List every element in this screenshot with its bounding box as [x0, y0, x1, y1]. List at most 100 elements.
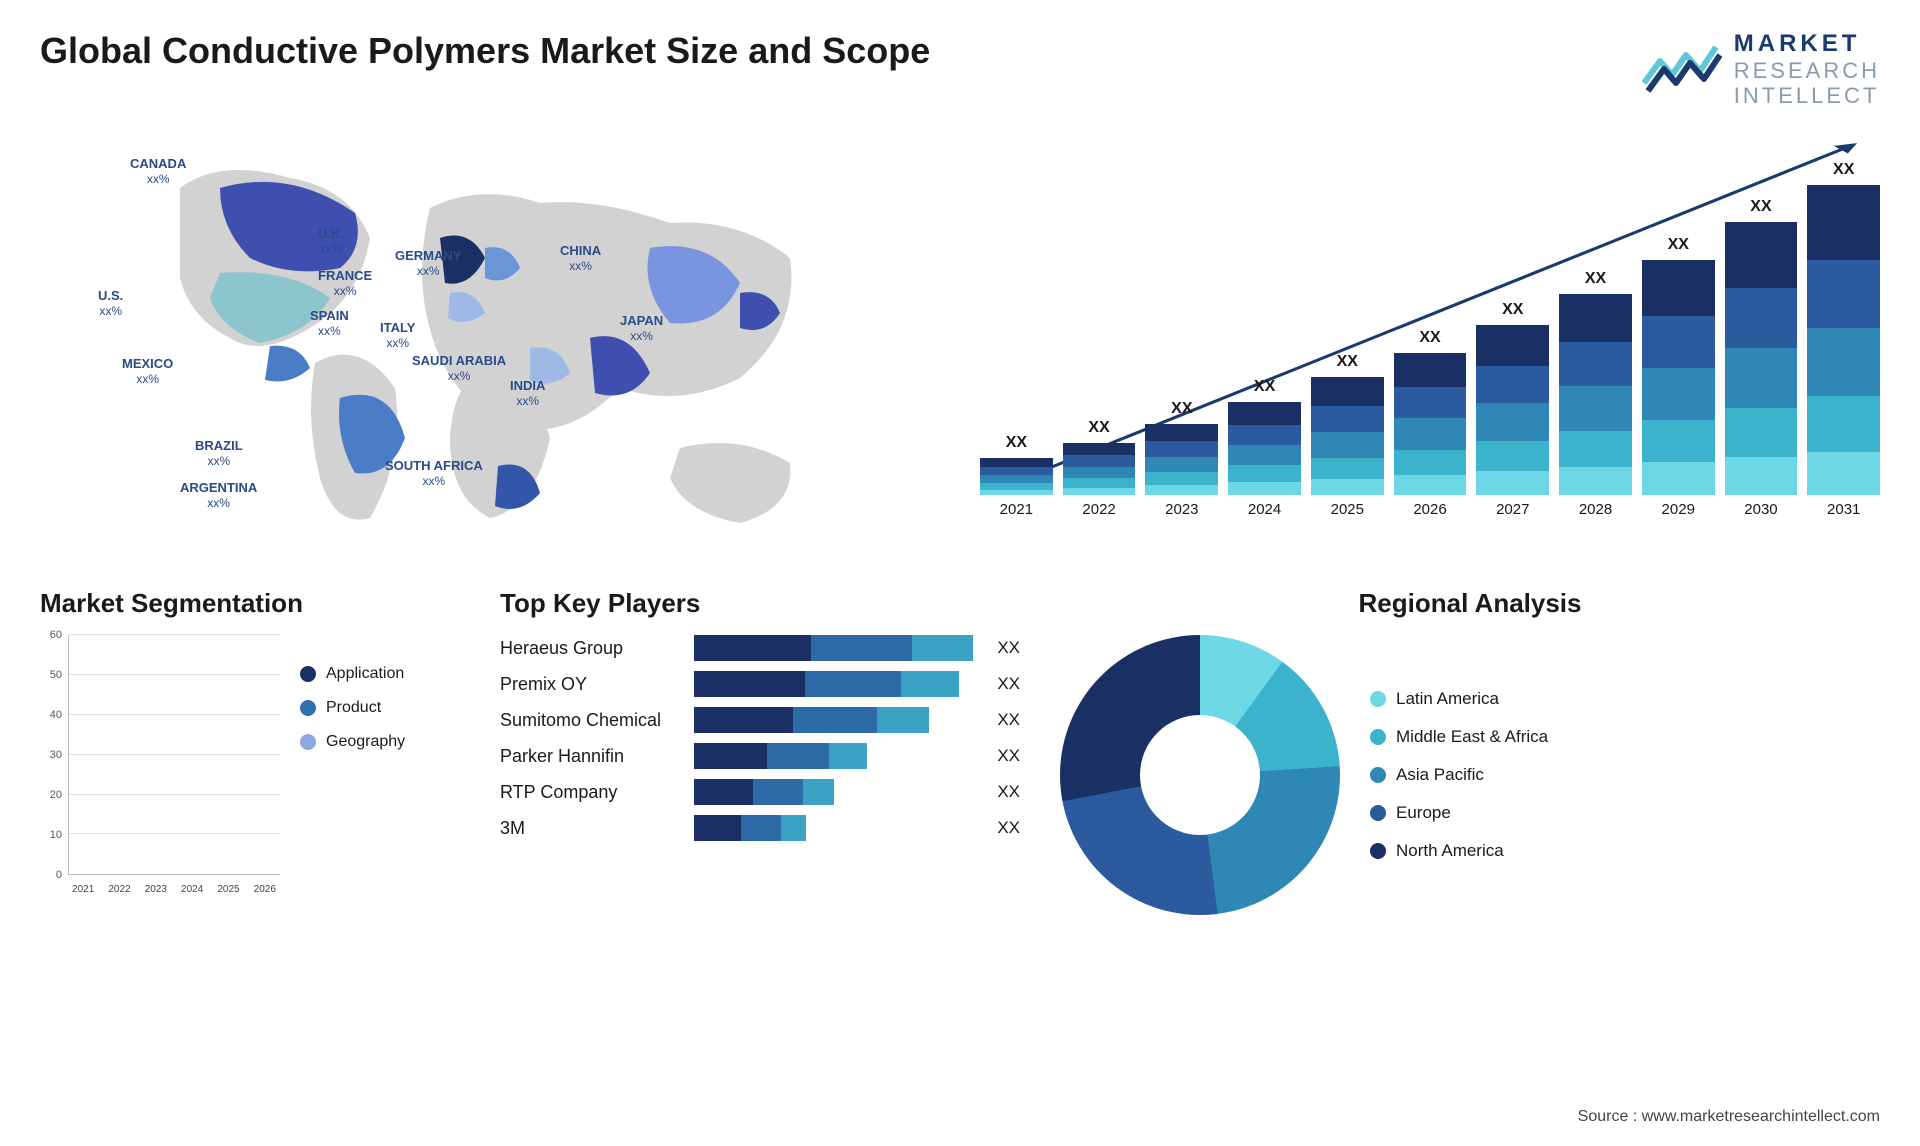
legend-dot: [300, 700, 316, 716]
forecast-seg: [1807, 396, 1880, 452]
player-value: XX: [997, 818, 1020, 838]
legend-label: Application: [326, 665, 404, 683]
map-label-saudi-arabia: SAUDI ARABIAxx%: [412, 353, 506, 383]
forecast-year-label: 2022: [1082, 501, 1115, 518]
forecast-seg: [1559, 467, 1632, 495]
forecast-seg: [1642, 260, 1715, 317]
player-bar: [694, 779, 834, 805]
player-bar: [694, 815, 806, 841]
forecast-seg: [1145, 457, 1218, 473]
regional-legend-item: Europe: [1370, 803, 1548, 823]
forecast-seg: [1228, 425, 1301, 445]
seg-ytick: 10: [50, 829, 62, 841]
forecast-year-label: 2027: [1496, 501, 1529, 518]
seg-ytick: 60: [50, 629, 62, 641]
map-label-india: INDIAxx%: [510, 378, 545, 408]
forecast-value-label: XX: [1833, 161, 1854, 179]
forecast-seg: [1807, 260, 1880, 328]
forecast-seg: [1807, 328, 1880, 396]
seg-xlabel: 2023: [141, 884, 171, 895]
player-bar: [694, 671, 959, 697]
legend-label: Middle East & Africa: [1396, 727, 1548, 747]
forecast-col-2031: XX2031: [1807, 161, 1880, 518]
players-title: Top Key Players: [500, 588, 1020, 619]
forecast-col-2025: XX 2025: [1311, 353, 1384, 518]
world-map: [40, 128, 940, 548]
forecast-seg: [1063, 488, 1136, 495]
forecast-panel: XX2021XX2022XX2023XX2024XX2025XX2026XX20…: [980, 128, 1880, 548]
forecast-seg: [1642, 462, 1715, 495]
forecast-seg: [980, 467, 1053, 475]
legend-dot: [1370, 729, 1386, 745]
player-value: XX: [997, 746, 1020, 766]
regional-legend-item: Asia Pacific: [1370, 765, 1548, 785]
player-row: Heraeus Group XX: [500, 635, 1020, 661]
forecast-seg: [1145, 485, 1218, 495]
segmentation-panel: Market Segmentation 0102030405060 202120…: [40, 588, 460, 928]
seg-xlabel: 2025: [213, 884, 243, 895]
seg-legend-item: Application: [300, 665, 405, 683]
forecast-seg: [1228, 482, 1301, 495]
logo-line1: MARKET: [1734, 30, 1880, 58]
forecast-col-2028: XX2028: [1559, 270, 1632, 518]
forecast-year-label: 2030: [1744, 501, 1777, 518]
forecast-seg: [1559, 294, 1632, 342]
source-line: Source : www.marketresearchintellect.com: [1578, 1108, 1880, 1126]
map-label-france: FRANCExx%: [318, 268, 372, 298]
forecast-seg: [1559, 386, 1632, 430]
forecast-seg: [1311, 458, 1384, 479]
forecast-seg: [1311, 432, 1384, 458]
forecast-seg: [1559, 342, 1632, 386]
seg-ytick: 40: [50, 709, 62, 721]
regional-donut: [1060, 635, 1340, 915]
player-bar: [694, 635, 973, 661]
forecast-seg: [1476, 441, 1549, 472]
player-value: XX: [997, 782, 1020, 802]
forecast-seg: [1725, 288, 1798, 348]
seg-xlabel: 2024: [177, 884, 207, 895]
bottom-row: Market Segmentation 0102030405060 202120…: [40, 588, 1880, 928]
player-name: Sumitomo Chemical: [500, 710, 680, 731]
map-label-argentina: ARGENTINAxx%: [180, 480, 257, 510]
player-value: XX: [997, 710, 1020, 730]
legend-dot: [1370, 843, 1386, 859]
forecast-seg: [1311, 406, 1384, 432]
forecast-seg: [1394, 450, 1467, 476]
forecast-value-label: XX: [1006, 434, 1027, 452]
seg-ytick: 20: [50, 789, 62, 801]
player-name: Parker Hannifin: [500, 746, 680, 767]
forecast-value-label: XX: [1337, 353, 1358, 371]
forecast-seg: [1394, 418, 1467, 449]
map-label-italy: ITALYxx%: [380, 320, 415, 350]
forecast-seg: [1394, 475, 1467, 495]
forecast-col-2027: XX2027: [1476, 301, 1549, 518]
donut-hole: [1140, 715, 1260, 835]
forecast-col-2029: XX2029: [1642, 236, 1715, 519]
legend-label: Product: [326, 699, 381, 717]
logo: MARKET RESEARCH INTELLECT: [1642, 30, 1880, 108]
segmentation-legend: ApplicationProductGeography: [300, 635, 405, 895]
top-row: CANADAxx%U.S.xx%MEXICOxx%BRAZILxx%ARGENT…: [40, 128, 1880, 548]
forecast-col-2026: XX2026: [1394, 329, 1467, 519]
player-row: Sumitomo Chemical XX: [500, 707, 1020, 733]
forecast-seg: [1228, 465, 1301, 482]
forecast-seg: [1725, 348, 1798, 408]
map-label-spain: SPAINxx%: [310, 308, 349, 338]
forecast-seg: [1642, 420, 1715, 462]
regional-legend-item: Middle East & Africa: [1370, 727, 1548, 747]
forecast-seg: [1476, 403, 1549, 441]
player-value: XX: [997, 638, 1020, 658]
page-title: Global Conductive Polymers Market Size a…: [40, 30, 930, 72]
forecast-year-label: 2025: [1331, 501, 1364, 518]
forecast-seg: [980, 490, 1053, 495]
forecast-seg: [980, 483, 1053, 490]
seg-xlabel: 2026: [250, 884, 280, 895]
player-name: Heraeus Group: [500, 638, 680, 659]
player-row: RTP CompanyXX: [500, 779, 1020, 805]
forecast-seg: [1725, 457, 1798, 495]
world-map-panel: CANADAxx%U.S.xx%MEXICOxx%BRAZILxx%ARGENT…: [40, 128, 940, 548]
seg-ytick: 30: [50, 749, 62, 761]
segmentation-title: Market Segmentation: [40, 588, 460, 619]
regional-legend: Latin AmericaMiddle East & AfricaAsia Pa…: [1370, 689, 1548, 861]
forecast-value-label: XX: [1750, 198, 1771, 216]
